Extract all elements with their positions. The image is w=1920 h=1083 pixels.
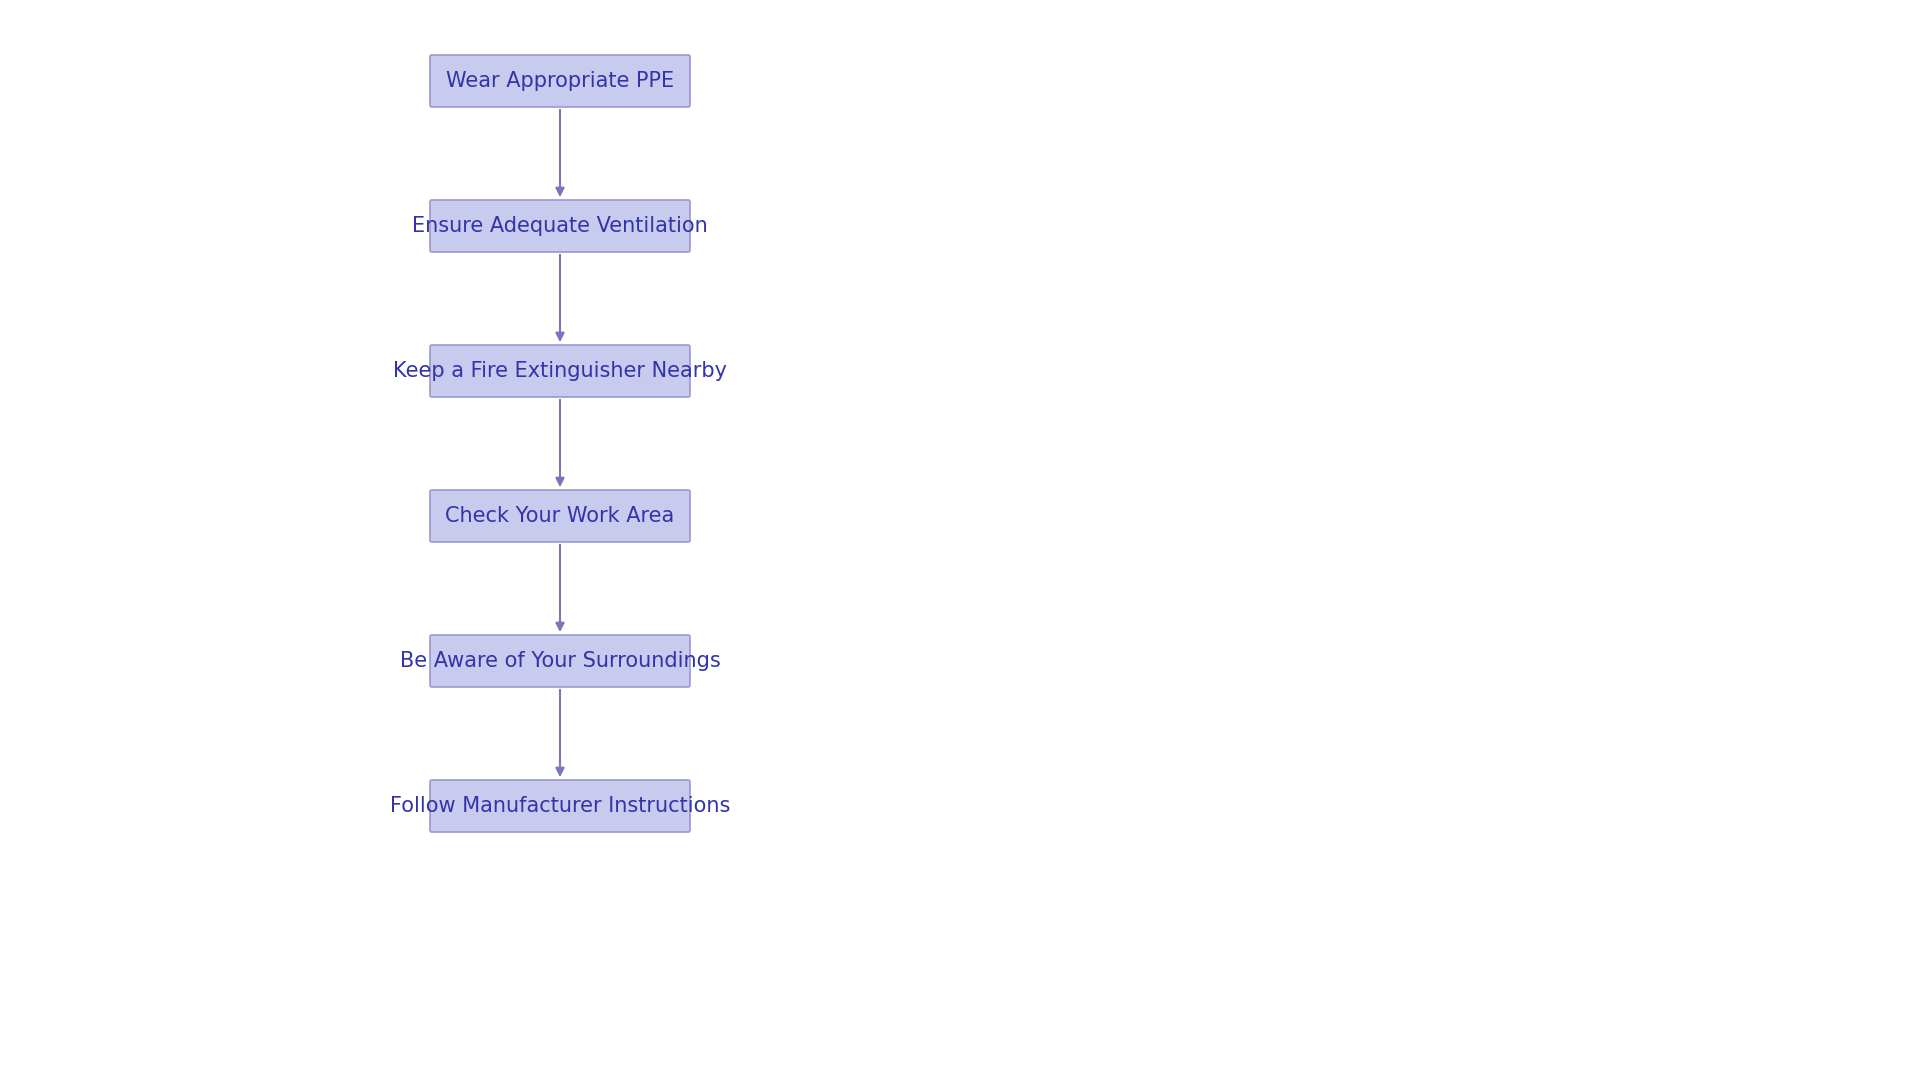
FancyBboxPatch shape [430, 200, 689, 252]
FancyBboxPatch shape [430, 635, 689, 687]
FancyBboxPatch shape [430, 55, 689, 107]
FancyBboxPatch shape [430, 345, 689, 397]
Text: Check Your Work Area: Check Your Work Area [445, 506, 674, 526]
FancyBboxPatch shape [430, 490, 689, 542]
Text: Ensure Adequate Ventilation: Ensure Adequate Ventilation [413, 216, 708, 236]
Text: Wear Appropriate PPE: Wear Appropriate PPE [445, 71, 674, 91]
Text: Follow Manufacturer Instructions: Follow Manufacturer Instructions [390, 796, 730, 815]
Text: Keep a Fire Extinguisher Nearby: Keep a Fire Extinguisher Nearby [394, 361, 728, 381]
Text: Be Aware of Your Surroundings: Be Aware of Your Surroundings [399, 651, 720, 671]
FancyBboxPatch shape [430, 780, 689, 832]
